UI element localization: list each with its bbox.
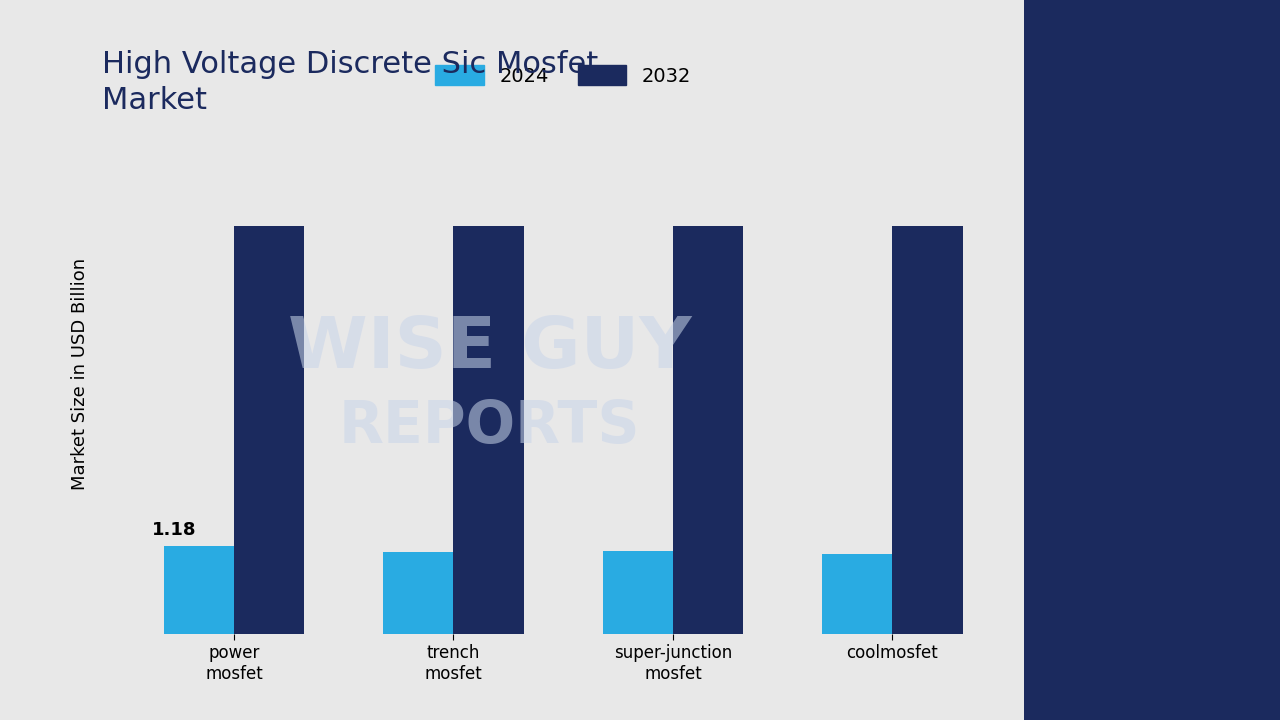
Text: High Voltage Discrete Sic Mosfet
Market: High Voltage Discrete Sic Mosfet Market [102, 50, 599, 115]
Bar [164, 546, 234, 634]
Legend: 2024, 2032: 2024, 2032 [428, 58, 699, 94]
Bar [822, 554, 892, 634]
Text: 1.18: 1.18 [152, 521, 197, 539]
Bar [453, 226, 524, 634]
Bar [383, 552, 453, 634]
Bar [892, 226, 963, 634]
Text: REPORTS: REPORTS [339, 397, 640, 455]
Bar [234, 226, 305, 634]
Text: WISE GUY: WISE GUY [288, 314, 691, 383]
Bar [603, 551, 673, 634]
Bar [673, 226, 744, 634]
Y-axis label: Market Size in USD Billion: Market Size in USD Billion [70, 258, 88, 490]
